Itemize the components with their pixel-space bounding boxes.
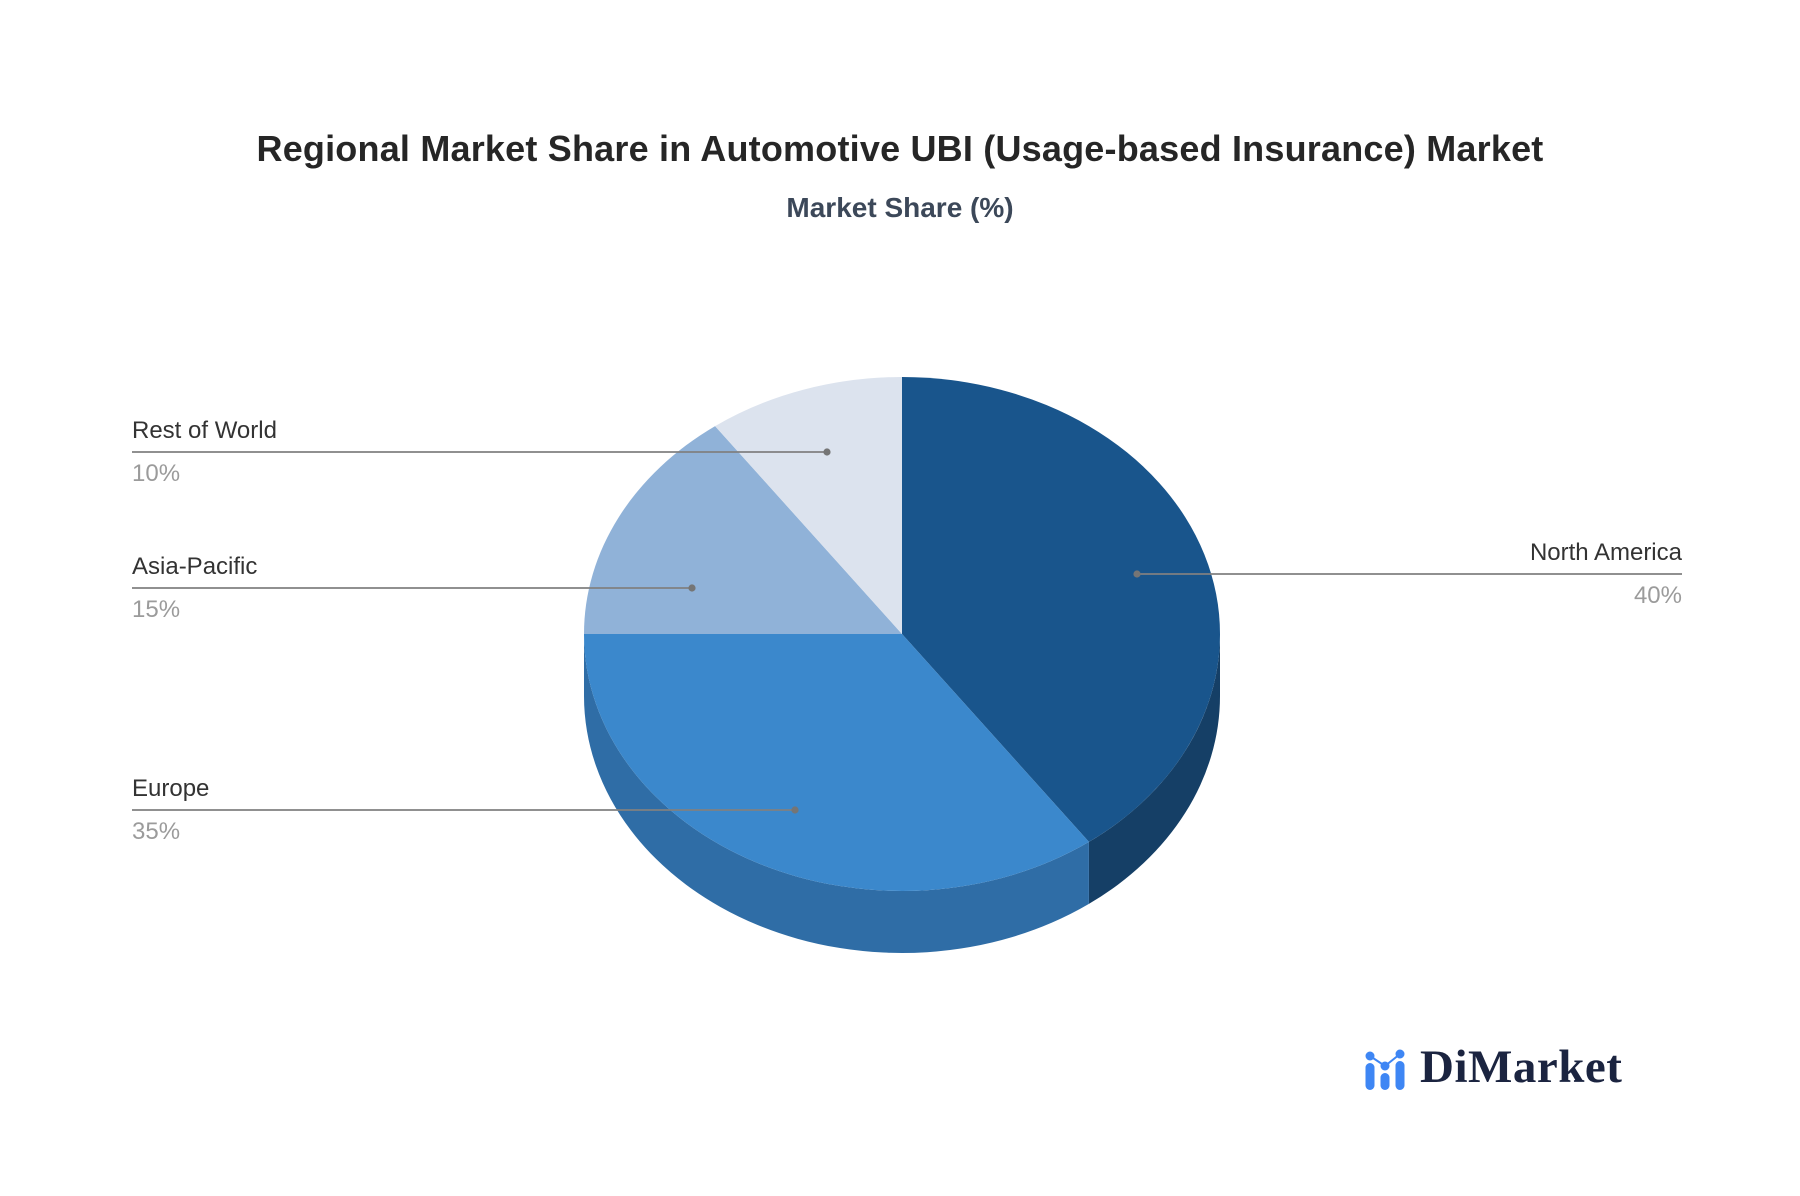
label-europe: Europe bbox=[132, 775, 210, 802]
chart-title: Regional Market Share in Automotive UBI … bbox=[256, 128, 1544, 169]
pie-slice-europe bbox=[584, 634, 1089, 891]
connector-dot-rest-of-world bbox=[823, 448, 831, 456]
label-rest-of-world: Rest of World bbox=[132, 417, 277, 444]
pie-slice-side-europe bbox=[584, 634, 1089, 953]
label-north-america: North America bbox=[1529, 539, 1682, 566]
dimarket-logo-text: DiMarket bbox=[1420, 1041, 1623, 1093]
pie-slice-north-america bbox=[902, 377, 1220, 842]
connector-dot-europe bbox=[791, 806, 799, 814]
connector-dot-north-america bbox=[1133, 570, 1141, 578]
dimarket-logo-icon bbox=[1365, 1049, 1405, 1090]
pct-asia-pacific: 15% bbox=[132, 596, 181, 623]
pct-north-america: 40% bbox=[1633, 582, 1682, 609]
pie-slice-side-north-america bbox=[1088, 634, 1220, 904]
pie-slice-asia-pacific bbox=[584, 426, 902, 634]
pct-europe: 35% bbox=[132, 818, 181, 845]
connector-dot-asia-pacific bbox=[688, 584, 696, 592]
chart-subtitle: Market Share (%) bbox=[786, 192, 1014, 223]
label-asia-pacific: Asia-Pacific bbox=[132, 553, 258, 580]
pie-slice-rest-of-world bbox=[715, 377, 902, 634]
pct-rest-of-world: 10% bbox=[132, 460, 181, 487]
